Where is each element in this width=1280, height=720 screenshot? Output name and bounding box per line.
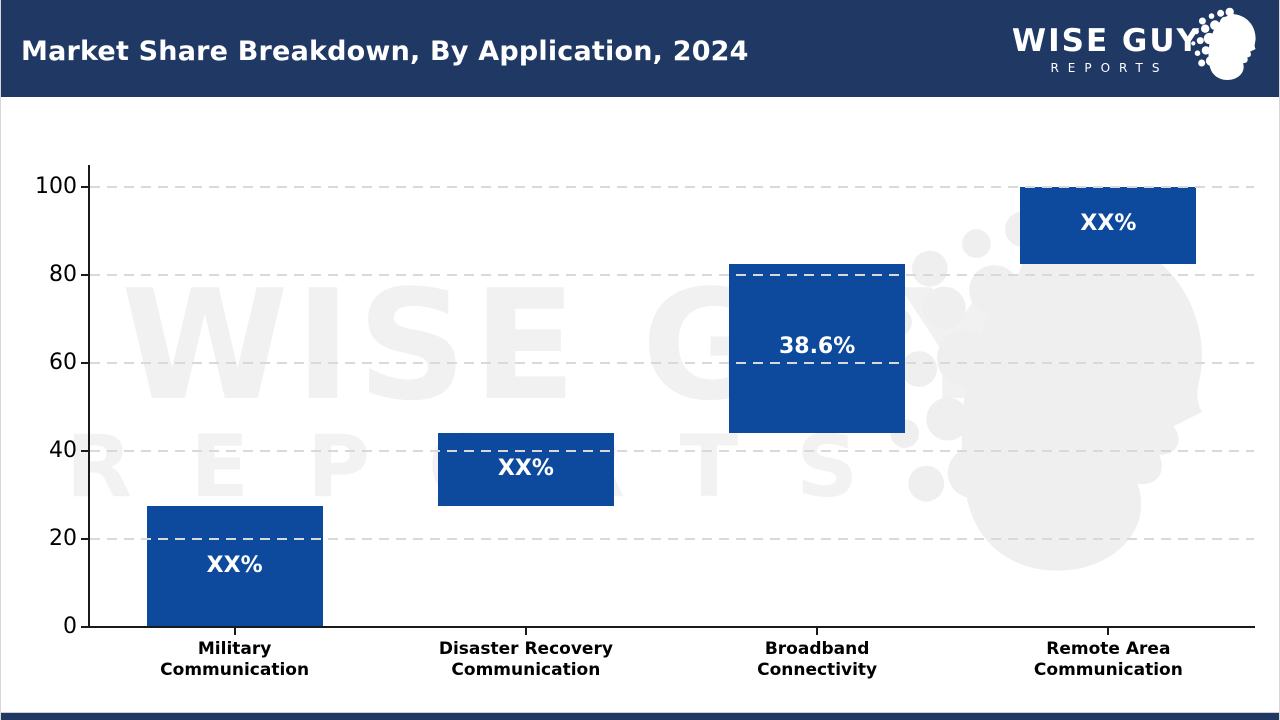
bar-value-label-1: XX% xyxy=(206,552,263,578)
gridline-80 xyxy=(90,274,1254,276)
x-tick-4 xyxy=(1107,628,1110,635)
x-tick-1 xyxy=(233,628,236,635)
bar-value-label-3: 38.6% xyxy=(778,334,856,360)
x-tick-3 xyxy=(816,628,819,635)
y-tick-label-40: 40 xyxy=(49,438,77,463)
y-tick-label-100: 100 xyxy=(35,174,77,199)
category-label-2: Disaster Recovery Communication xyxy=(438,639,613,680)
y-tick-label-0: 0 xyxy=(63,614,77,639)
page-title: Market Share Breakdown, By Application, … xyxy=(21,36,749,67)
bottom-divider xyxy=(1,712,1279,713)
gridline-20 xyxy=(90,538,1254,540)
y-tick-label-60: 60 xyxy=(49,350,77,375)
y-tick-100 xyxy=(81,186,89,188)
bar-4 xyxy=(1020,187,1197,264)
y-tick-0 xyxy=(81,626,89,628)
gridline-60 xyxy=(90,362,1254,364)
category-label-1: Military Communication xyxy=(160,639,310,680)
wise-guy-logo: WISE GUY REPORTS xyxy=(1012,6,1271,92)
y-tick-label-20: 20 xyxy=(49,526,77,551)
y-axis-line xyxy=(88,165,90,628)
bar-value-label-2: XX% xyxy=(497,455,554,481)
category-label-4: Remote Area Communication xyxy=(1033,639,1183,680)
x-axis-line xyxy=(88,626,1255,628)
logo-name-text: WISE GUY xyxy=(1011,23,1201,59)
y-tick-60 xyxy=(81,362,89,364)
bar-3 xyxy=(729,263,906,434)
category-label-3: Broadband Connectivity xyxy=(757,639,878,680)
logo-wordmark: WISE GUY REPORTS xyxy=(1012,23,1201,75)
gridline-100 xyxy=(90,186,1254,188)
x-tick-2 xyxy=(524,628,527,635)
logo-face-icon xyxy=(1191,7,1256,80)
bar-2 xyxy=(437,433,614,506)
bar-1 xyxy=(146,506,323,627)
y-tick-20 xyxy=(81,538,89,540)
footer-bar xyxy=(1,713,1279,720)
logo-subtitle-text: REPORTS xyxy=(1050,61,1169,75)
y-tick-80 xyxy=(81,274,89,276)
bar-value-label-4: XX% xyxy=(1080,211,1137,237)
header-bar: Market Share Breakdown, By Application, … xyxy=(1,0,1279,97)
y-tick-label-80: 80 xyxy=(49,262,77,287)
y-tick-40 xyxy=(81,450,89,452)
gridline-40 xyxy=(90,450,1254,452)
